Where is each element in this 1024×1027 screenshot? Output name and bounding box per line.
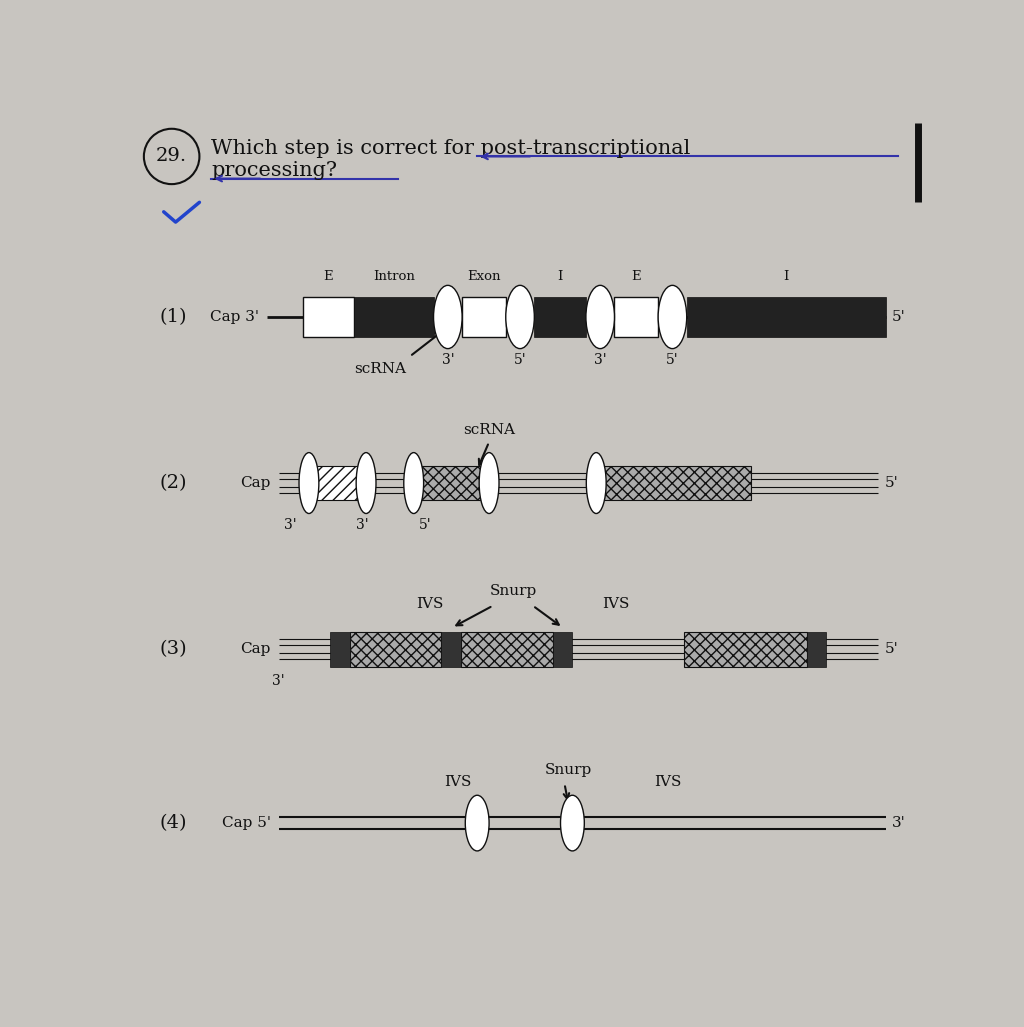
- Ellipse shape: [586, 286, 614, 348]
- Text: Cap 3': Cap 3': [210, 310, 259, 324]
- Bar: [350, 632, 441, 667]
- Text: (3): (3): [160, 640, 187, 658]
- Text: (4): (4): [160, 814, 187, 832]
- Text: (1): (1): [160, 308, 187, 326]
- Text: 3': 3': [355, 518, 369, 532]
- Bar: [684, 632, 807, 667]
- Bar: [309, 465, 367, 500]
- Text: processing?: processing?: [211, 161, 337, 180]
- Text: (2): (2): [160, 474, 187, 492]
- Text: scRNA: scRNA: [463, 423, 515, 438]
- Text: 5': 5': [419, 518, 432, 532]
- Text: 3': 3': [594, 352, 606, 367]
- Ellipse shape: [560, 795, 585, 851]
- Text: 3': 3': [441, 352, 454, 367]
- Text: E: E: [632, 270, 641, 283]
- Ellipse shape: [658, 286, 687, 348]
- Ellipse shape: [299, 453, 318, 514]
- Bar: [441, 632, 462, 667]
- Text: Cap: Cap: [241, 477, 270, 490]
- Text: 3': 3': [892, 816, 906, 830]
- Bar: [596, 465, 751, 500]
- Text: IVS: IVS: [602, 597, 630, 611]
- Text: Snurp: Snurp: [489, 583, 537, 598]
- Text: IVS: IVS: [654, 775, 681, 789]
- Text: 3': 3': [285, 518, 297, 532]
- Text: Which step is correct for post-transcriptional: Which step is correct for post-transcrip…: [211, 139, 691, 158]
- Text: IVS: IVS: [416, 597, 443, 611]
- Ellipse shape: [465, 795, 489, 851]
- Bar: [331, 632, 350, 667]
- Text: scRNA: scRNA: [354, 363, 407, 376]
- Ellipse shape: [587, 453, 606, 514]
- Text: I: I: [783, 270, 788, 283]
- Bar: [687, 297, 886, 337]
- Text: Exon: Exon: [467, 270, 501, 283]
- Text: Cap 5': Cap 5': [222, 816, 270, 830]
- Text: Cap: Cap: [241, 642, 270, 656]
- Bar: [807, 632, 826, 667]
- Ellipse shape: [506, 286, 535, 348]
- Text: 29.: 29.: [156, 148, 187, 165]
- Ellipse shape: [433, 286, 462, 348]
- Bar: [462, 297, 506, 337]
- Text: 5': 5': [514, 352, 526, 367]
- Bar: [414, 465, 489, 500]
- Text: 5': 5': [892, 310, 906, 324]
- Text: IVS: IVS: [443, 775, 471, 789]
- Bar: [303, 297, 354, 337]
- Ellipse shape: [356, 453, 376, 514]
- Ellipse shape: [479, 453, 499, 514]
- Text: Snurp: Snurp: [545, 763, 592, 777]
- Bar: [535, 297, 586, 337]
- Bar: [354, 297, 433, 337]
- Text: Intron: Intron: [373, 270, 415, 283]
- Text: 5': 5': [885, 642, 898, 656]
- Text: I: I: [557, 270, 563, 283]
- Bar: [553, 632, 572, 667]
- Bar: [461, 632, 553, 667]
- Text: 5': 5': [666, 352, 679, 367]
- Bar: [614, 297, 658, 337]
- Text: 3': 3': [272, 675, 285, 688]
- Text: 5': 5': [885, 477, 898, 490]
- Text: E: E: [324, 270, 333, 283]
- Ellipse shape: [403, 453, 424, 514]
